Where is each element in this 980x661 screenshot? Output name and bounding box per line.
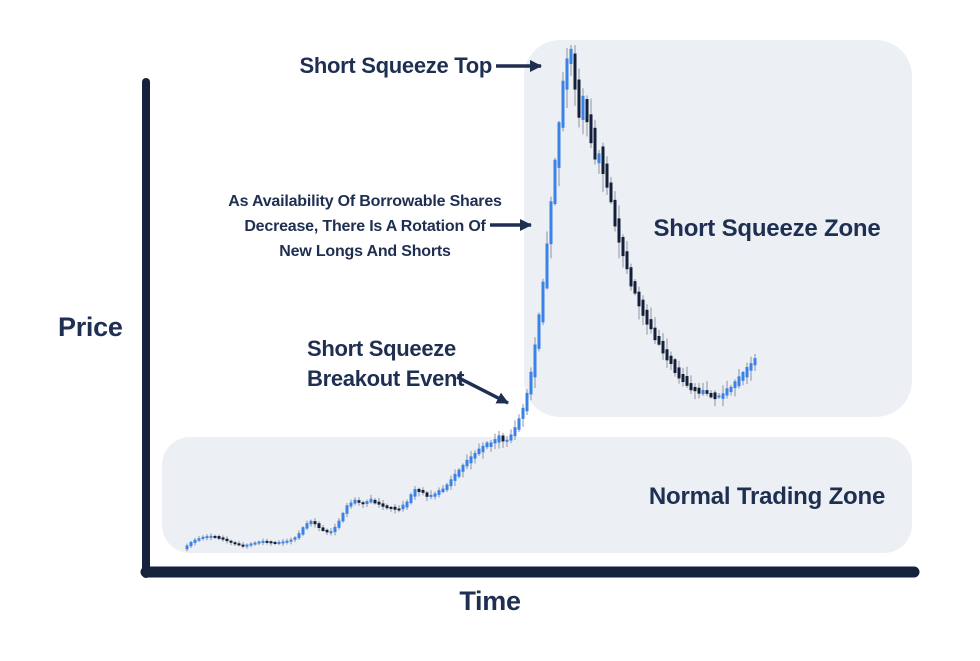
annotation-text-line: As Availability Of Borrowable Shares (228, 193, 502, 210)
annotation-text-line: Breakout Event (307, 366, 465, 391)
annotation-text-line: Short Squeeze (307, 336, 456, 361)
short-squeeze-zone (524, 40, 912, 417)
breakout-event-arrow (456, 375, 509, 405)
annotation-text-line: New Longs And Shorts (279, 243, 451, 260)
annotation-text-line: Decrease, There Is A Rotation Of (244, 218, 486, 235)
annotation-short-squeeze-top: Short Squeeze Top (230, 53, 492, 79)
time-axis-label: Time (459, 586, 521, 616)
annotation-borrowable-shares: As Availability Of Borrowable Shares Dec… (212, 189, 518, 264)
short-squeeze-zone-label: Short Squeeze Zone (653, 215, 881, 242)
normal-trading-zone-label: Normal Trading Zone (648, 483, 886, 510)
price-axis-label: Price (58, 312, 123, 342)
axes (140, 78, 920, 578)
annotation-text: Short Squeeze Top (299, 53, 492, 78)
annotation-breakout-event: Short Squeeze Breakout Event (307, 334, 464, 394)
annotation-arrows (456, 60, 542, 405)
zones (162, 40, 912, 553)
normal-trading-zone (162, 437, 912, 553)
candle-bodies (185, 48, 757, 550)
